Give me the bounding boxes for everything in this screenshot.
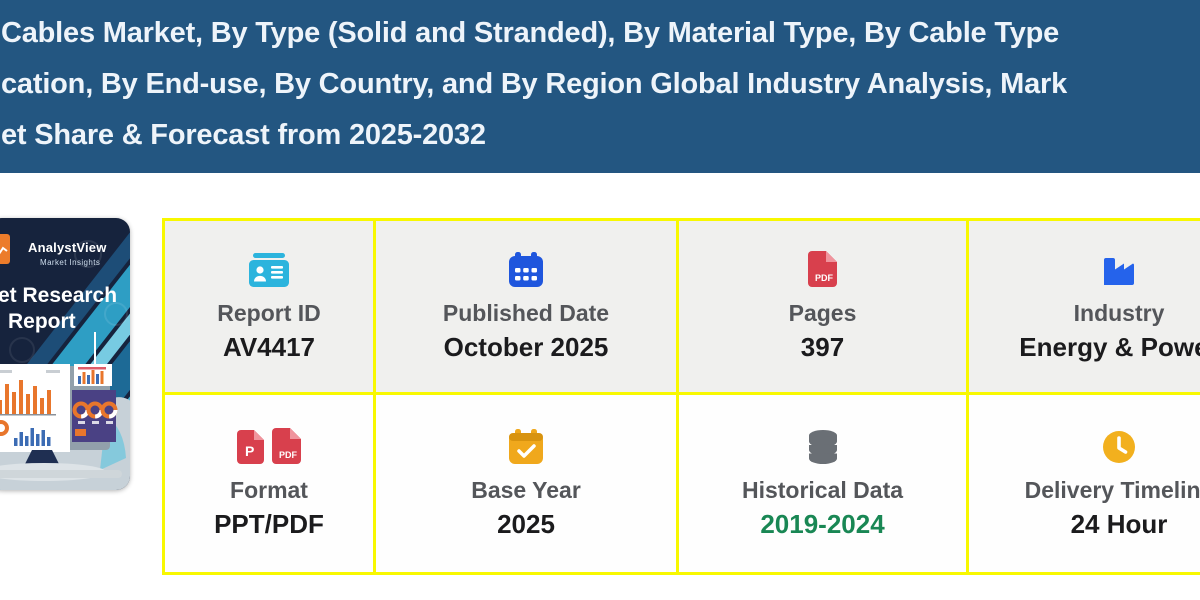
info-card-value: 2019-2024 xyxy=(760,508,885,539)
title-line-2: cation, By End-use, By Country, and By R… xyxy=(1,68,1068,100)
report-info-grid: Report ID AV4417 Published Date October … xyxy=(162,218,1200,575)
svg-text:PDF: PDF xyxy=(815,273,834,283)
cover-heading-line2: Report xyxy=(8,310,76,333)
cover-heading-line1: et Research xyxy=(0,284,118,307)
title-line-1: Cables Market, By Type (Solid and Strand… xyxy=(1,17,1060,49)
ppt-file-icon: P xyxy=(237,429,264,464)
report-cover-image: AnalystView Market Insights et Research … xyxy=(0,218,130,490)
doodle-circle-icon xyxy=(9,337,35,363)
info-card-label: Historical Data xyxy=(741,476,904,503)
info-card-base-year: Base Year 2025 xyxy=(376,395,676,572)
info-card-label: Format xyxy=(230,476,308,503)
report-title-banner: Cables Market, By Type (Solid and Strand… xyxy=(0,0,1200,173)
info-card-label: Report ID xyxy=(217,299,321,326)
cover-illustration xyxy=(0,218,130,490)
info-card-label: Base Year xyxy=(471,476,581,503)
svg-text:PDF: PDF xyxy=(279,450,298,460)
info-card-label: Published Date xyxy=(442,299,610,326)
info-card-value: 397 xyxy=(800,331,845,362)
brand-tagline: Market Insights xyxy=(40,258,101,267)
info-card-format: P PDF Format PPT/PDF xyxy=(165,395,373,572)
info-card-value: October 2025 xyxy=(443,331,609,362)
brand-name: AnalystView xyxy=(28,240,107,255)
ppt-pdf-file-icons: P PDF xyxy=(237,427,301,464)
svg-text:P: P xyxy=(245,443,254,459)
info-card-label: Pages xyxy=(788,299,857,326)
pdf-file-icon: PDF xyxy=(272,427,301,464)
info-card-historical-data: Historical Data 2019-2024 xyxy=(679,395,966,572)
calendar-check-icon xyxy=(509,428,543,464)
info-card-label: Industry xyxy=(1073,299,1165,326)
info-card-value: Energy & Power xyxy=(1019,331,1200,362)
monitor-graphic xyxy=(0,364,122,481)
analystview-logo-icon xyxy=(0,234,10,264)
database-icon xyxy=(807,428,839,464)
info-card-industry: Industry Energy & Power xyxy=(969,221,1200,392)
calendar-icon xyxy=(509,251,543,287)
info-card-label: Delivery Timeline xyxy=(1024,476,1200,503)
title-line-3: et Share & Forecast from 2025-2032 xyxy=(1,119,486,151)
info-card-value: AV4417 xyxy=(222,331,316,362)
pdf-file-icon: PDF xyxy=(808,250,837,287)
info-card-value: 24 Hour xyxy=(1070,508,1168,539)
doodle-circle-icon xyxy=(104,302,128,326)
info-card-pages: PDF Pages 397 xyxy=(679,221,966,392)
info-card-value: 2025 xyxy=(497,508,555,539)
clock-icon xyxy=(1102,428,1136,464)
id-card-icon xyxy=(249,251,289,287)
info-card-value: PPT/PDF xyxy=(214,508,324,539)
factory-icon xyxy=(1102,251,1136,287)
info-card-delivery-timeline: Delivery Timeline 24 Hour xyxy=(969,395,1200,572)
info-card-report-id: Report ID AV4417 xyxy=(165,221,373,392)
info-card-published-date: Published Date October 2025 xyxy=(376,221,676,392)
doodle-circle-icon xyxy=(74,240,102,268)
